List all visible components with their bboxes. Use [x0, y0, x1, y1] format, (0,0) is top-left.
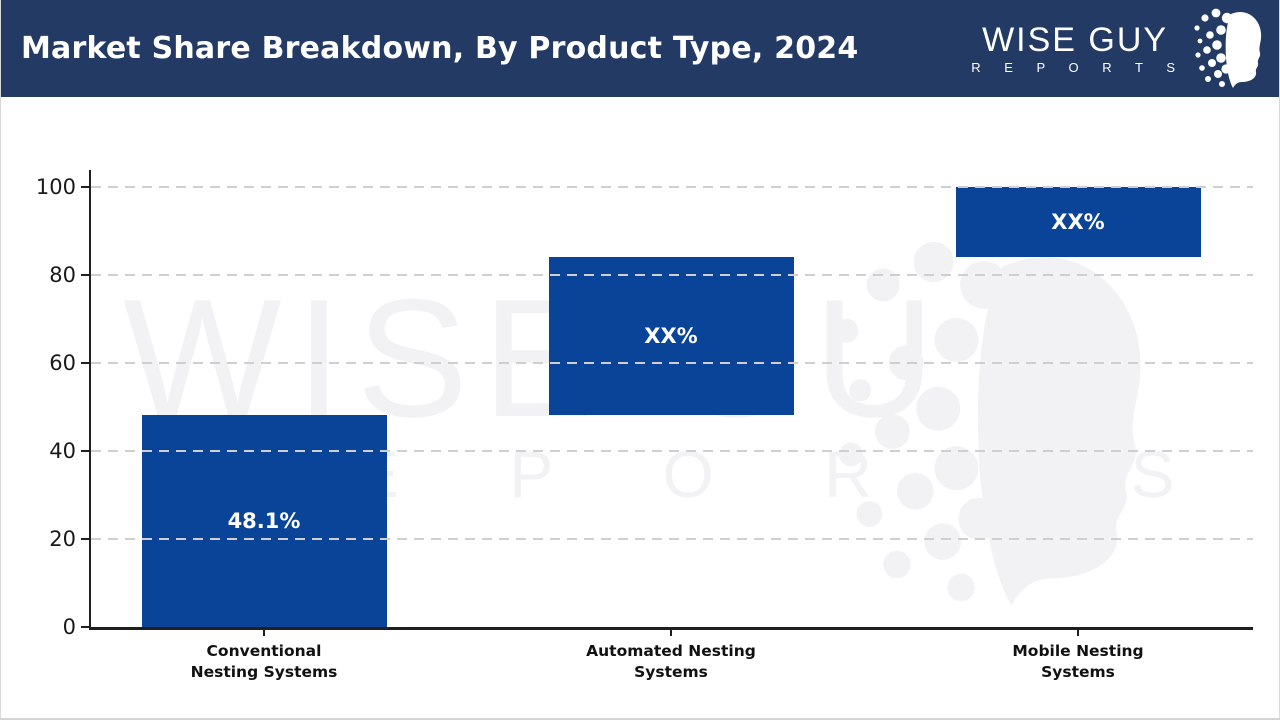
y-tick-label-20: 20: [49, 527, 76, 551]
brand-logo: WISE GUY R E P O R T S: [965, 8, 1263, 90]
bar-3: XX%: [955, 187, 1201, 258]
bar-value-label-2: XX%: [644, 324, 698, 349]
header-bar: Market Share Breakdown, By Product Type,…: [1, 0, 1279, 97]
bar-2: XX%: [548, 257, 794, 416]
bar-value-label-1: 48.1%: [227, 509, 301, 534]
category-label-3: Mobile Nesting Systems: [1012, 641, 1143, 683]
category-label-2: Automated Nesting Systems: [586, 641, 756, 683]
category-label-line: Systems: [1041, 662, 1115, 681]
page-title: Market Share Breakdown, By Product Type,…: [21, 31, 859, 66]
y-tick-label-100: 100: [35, 175, 76, 199]
y-tick-mark-40: [81, 450, 89, 452]
x-tick-mark-2: [670, 629, 672, 636]
category-label-line: Mobile Nesting: [1012, 642, 1144, 660]
gridline-20: [91, 538, 1253, 540]
y-tick-mark-60: [81, 362, 89, 364]
category-label-line: Automated Nesting: [586, 642, 756, 660]
y-tick-label-80: 80: [49, 263, 76, 287]
gridline-40: [91, 450, 1253, 452]
bar-value-label-3: XX%: [1051, 210, 1105, 235]
gridline-80: [91, 274, 1253, 276]
category-label-line: Nesting Systems: [190, 662, 338, 681]
y-tick-label-0: 0: [62, 615, 76, 639]
category-label-line: Conventional: [206, 642, 322, 660]
category-label-line: Systems: [634, 662, 708, 681]
bar-1: 48.1%: [141, 415, 387, 627]
brand-face-icon: [1194, 8, 1262, 88]
watermark-face-icon: [834, 241, 1141, 606]
brand-logo-text: WISE GUY R E P O R T S: [965, 20, 1185, 76]
y-tick-label-60: 60: [49, 351, 76, 375]
brand-subtitle: R E P O R T S: [971, 60, 1185, 76]
x-tick-mark-3: [1077, 629, 1079, 636]
gridline-60: [91, 362, 1253, 364]
gridline-100: [91, 186, 1253, 188]
brand-wordmark: WISE GUY: [982, 20, 1169, 59]
y-tick-mark-0: [81, 626, 89, 628]
y-tick-label-40: 40: [49, 439, 76, 463]
y-axis-line: [89, 170, 91, 629]
y-tick-mark-20: [81, 538, 89, 540]
x-tick-mark-1: [263, 629, 265, 636]
category-label-1: Conventional Nesting Systems: [191, 641, 338, 683]
x-axis-line: [89, 627, 1253, 630]
y-tick-mark-100: [81, 186, 89, 188]
y-tick-mark-80: [81, 274, 89, 276]
